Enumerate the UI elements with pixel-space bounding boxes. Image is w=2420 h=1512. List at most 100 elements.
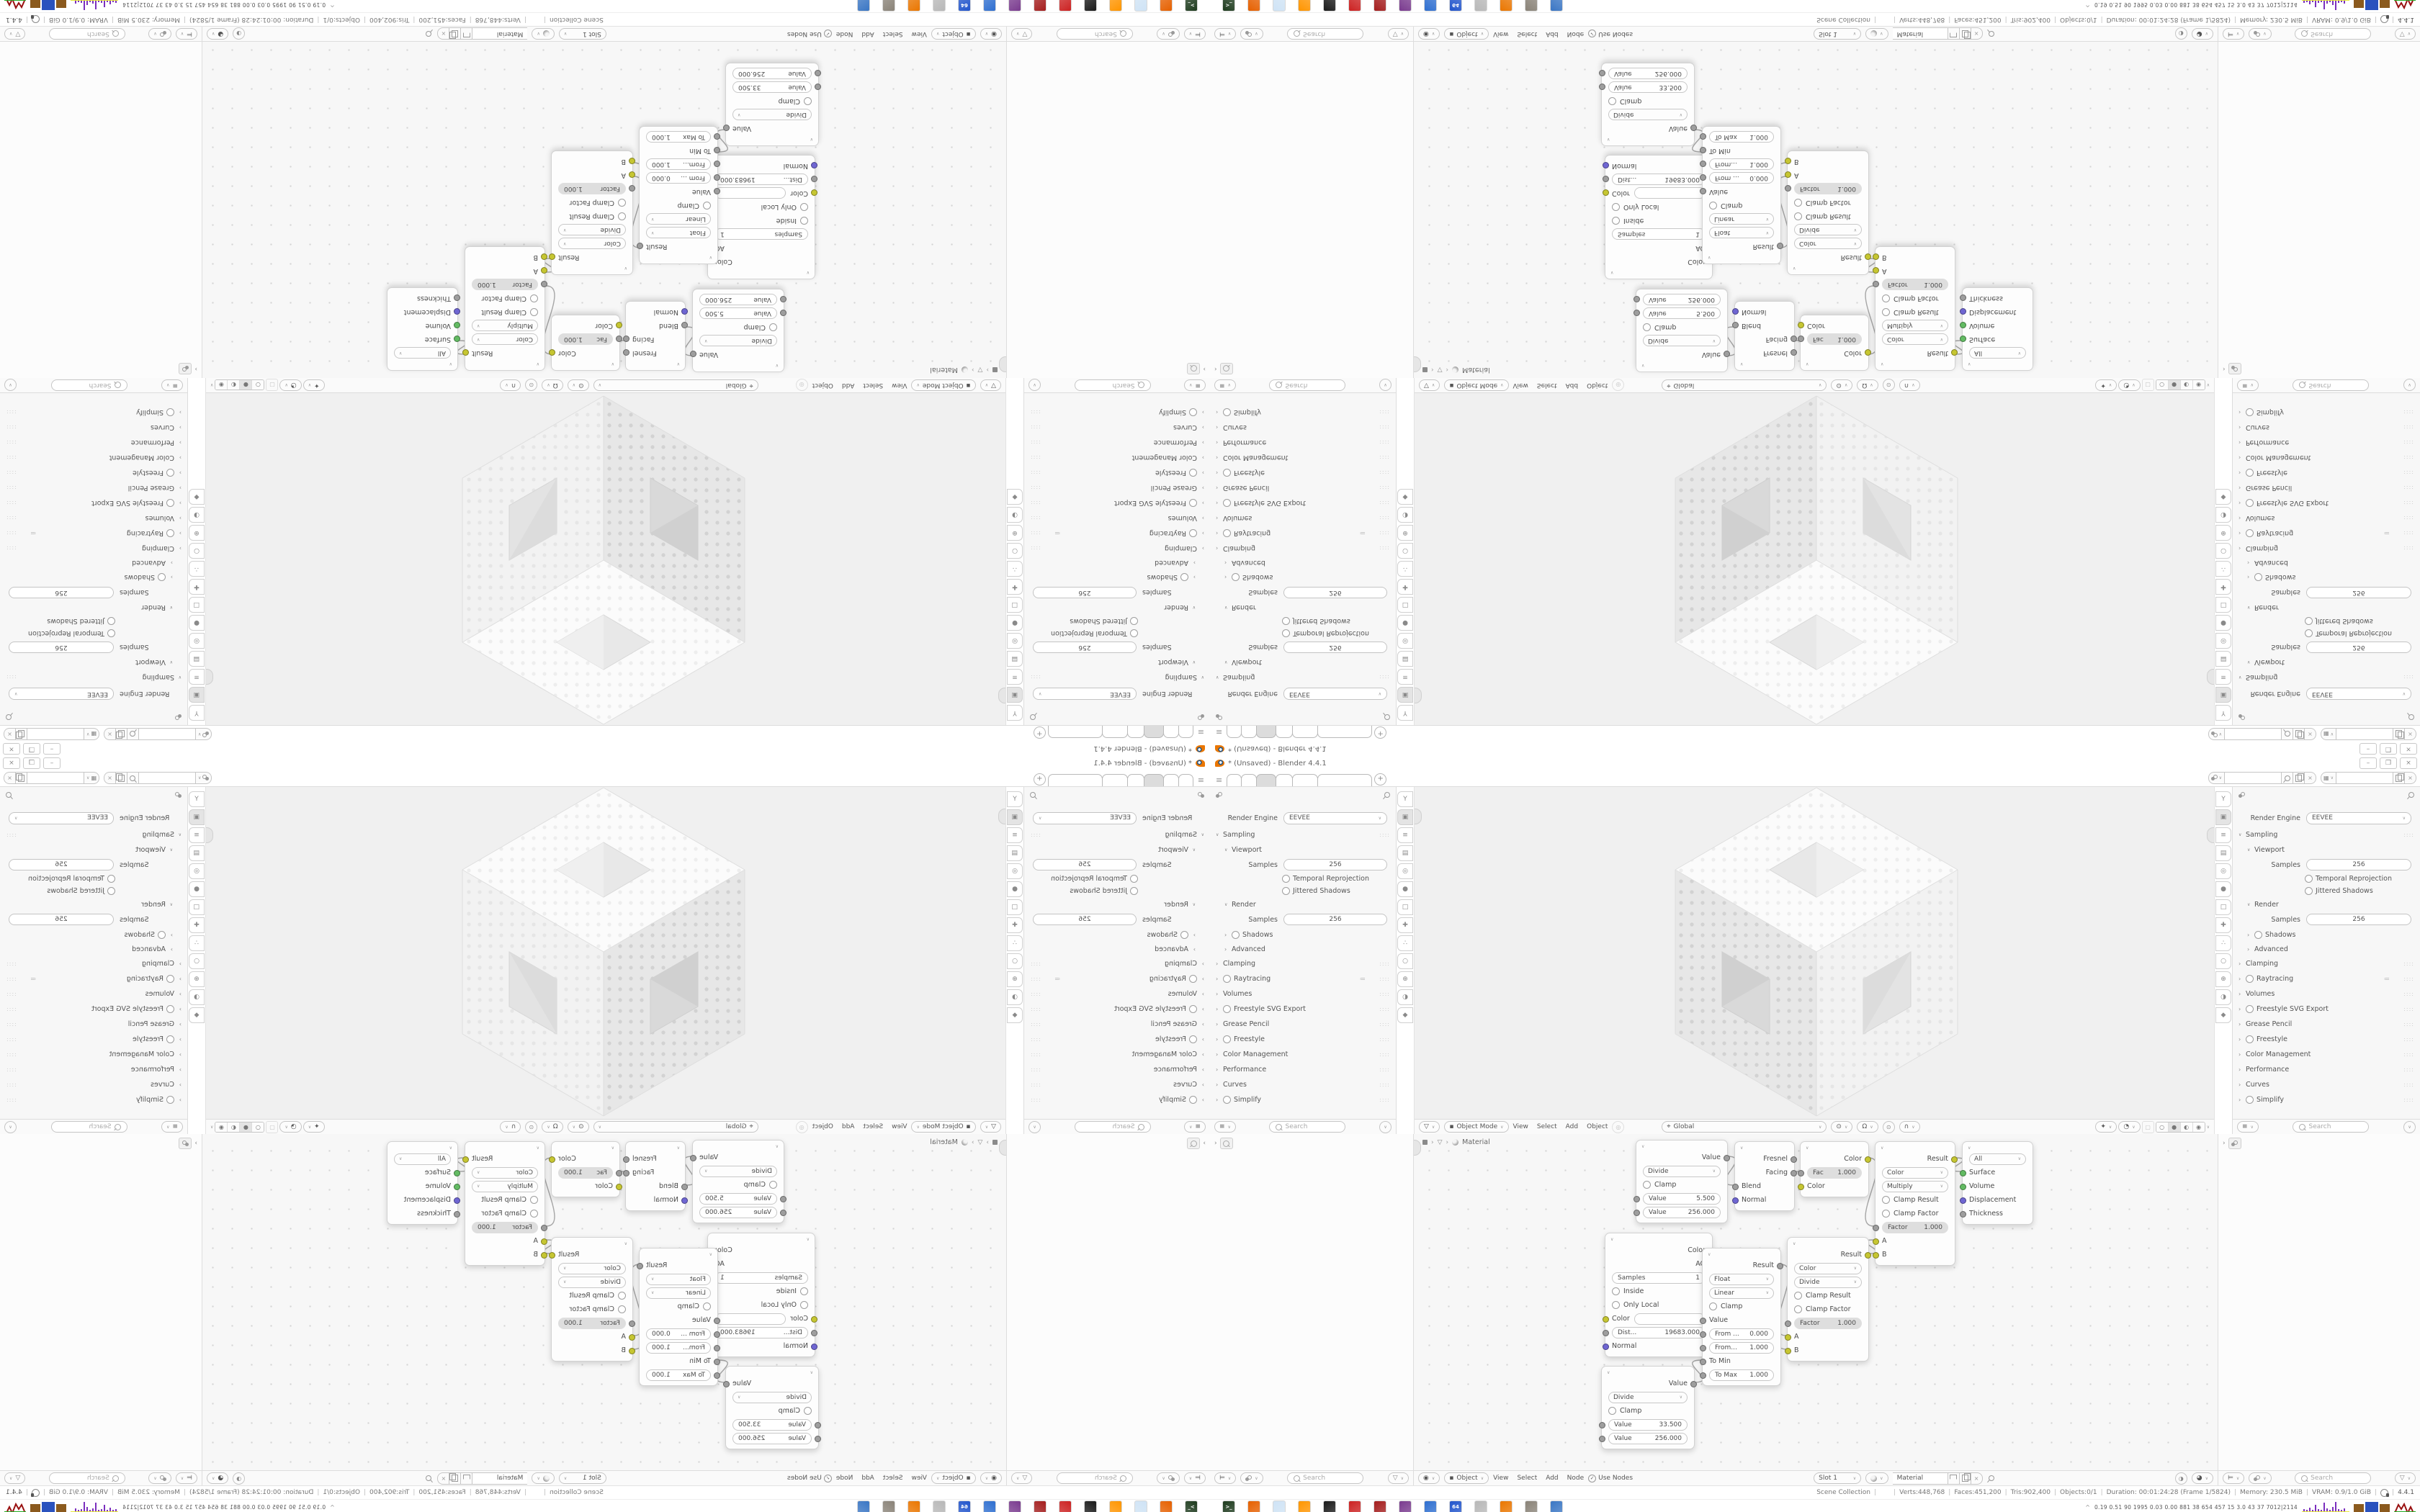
render-engine-dropdown[interactable]: EEVEE ∨ <box>1283 688 1387 701</box>
node-checkbox[interactable] <box>1882 1196 1890 1204</box>
output-socket[interactable] <box>1951 1156 1958 1163</box>
material-tab-icon[interactable]: ◆ <box>1397 1007 1413 1023</box>
value-slider[interactable]: 256 <box>1283 587 1387 598</box>
input-socket[interactable] <box>616 322 622 328</box>
unlink-icon[interactable]: × <box>437 27 449 40</box>
viewport-select-menu[interactable]: Select <box>1536 382 1557 389</box>
data-tab-icon[interactable]: ◑ <box>2215 989 2231 1005</box>
panel-section-color-management[interactable]: › Color Management:::: <box>6 454 182 462</box>
math-divide-bottom[interactable]: ∨ Value Divide ∨ Clamp Value 33.500 Value 256.00… <box>723 1366 821 1449</box>
physics-tab-icon[interactable]: ○ <box>2215 543 2231 559</box>
node-number-field[interactable]: Samples 1 <box>1612 228 1706 240</box>
xray-toggle[interactable]: ▢ <box>2141 1120 2154 1133</box>
input-socket[interactable] <box>454 1211 460 1218</box>
filter-button[interactable]: ▽ ∨ <box>1010 28 1033 40</box>
falloff-dropdown[interactable]: ∩ ∨ <box>500 1121 521 1133</box>
object-tab-icon[interactable]: □ <box>1397 597 1413 613</box>
pivot-button[interactable]: ◎ <box>795 1120 808 1133</box>
node-number-field[interactable]: Factor 1.000 <box>472 279 538 291</box>
workspace-tab-1[interactable] <box>1178 774 1193 786</box>
modifier-tab-icon[interactable]: ✚ <box>1007 917 1023 933</box>
panel-section-freestyle[interactable]: › Freestyle:::: <box>1216 1035 1390 1043</box>
copy-icon[interactable] <box>2293 772 2305 784</box>
snap-magnet-button[interactable]: Ω ∨ <box>1857 1121 1878 1133</box>
collapse-chevron-icon[interactable]: ∨ <box>676 1145 680 1151</box>
output-socket[interactable] <box>690 351 696 357</box>
object-tab-icon[interactable]: □ <box>189 899 205 915</box>
input-socket[interactable] <box>1873 281 1879 287</box>
panel-section-advanced[interactable]: › Advanced <box>2247 945 2288 953</box>
constraints-tab-icon[interactable]: ⊕ <box>2215 525 2231 541</box>
section-checkbox[interactable] <box>166 408 174 416</box>
modifier-tab-icon[interactable]: ✚ <box>189 579 205 595</box>
editor-type-button[interactable]: ≡ ∨ <box>2237 1121 2259 1133</box>
output-socket[interactable] <box>549 349 555 356</box>
input-socket[interactable] <box>811 1316 817 1323</box>
node-number-field[interactable]: Value 256.000 <box>1643 1206 1721 1218</box>
viewport-3d[interactable] <box>1415 393 2214 725</box>
sidebar-toggle[interactable] <box>2207 827 2214 843</box>
pin-icon[interactable] <box>1986 30 1996 38</box>
blender-app-taskbar-icon[interactable] <box>908 1500 920 1512</box>
viewport-object-menu[interactable]: Object <box>812 1123 833 1130</box>
value-slider[interactable]: 256 <box>2306 859 2411 870</box>
collapse-chevron-icon[interactable]: ∨ <box>449 361 452 367</box>
overlay-dropdown[interactable]: ◕ ∨ <box>207 28 229 40</box>
drag-handle[interactable]: :::: <box>1379 1066 1390 1073</box>
node-dropdown[interactable]: Divide ∨ <box>1794 1276 1862 1288</box>
shading-material-icon[interactable]: ◐ <box>2180 380 2193 390</box>
drag-handle[interactable]: :::: <box>6 1036 17 1043</box>
node-checkbox[interactable] <box>618 199 626 207</box>
shading-mode-switch[interactable]: ○ ● ◐ ◉ <box>2155 1121 2205 1133</box>
workspace-tab-6[interactable] <box>1047 726 1103 738</box>
material-tab-icon[interactable]: ◆ <box>189 489 205 505</box>
panel-section-curves[interactable]: › Curves:::: <box>2238 423 2414 431</box>
node-number-field[interactable]: Factor 1.000 <box>558 183 626 195</box>
display-mode-button[interactable]: ⊨ ∨ <box>1214 28 1237 40</box>
expand-icon[interactable]: › <box>194 365 197 372</box>
shader-type-dropdown[interactable]: ▪ Object ∨ <box>931 1472 976 1484</box>
input-socket[interactable] <box>1785 1334 1791 1341</box>
drag-handle[interactable]: :::: <box>1030 674 1041 680</box>
input-socket[interactable] <box>1960 1197 1966 1204</box>
node-dropdown[interactable]: Color ∨ <box>1794 1262 1862 1274</box>
panel-section-simplify[interactable]: › Simplify:::: <box>1216 1096 1390 1104</box>
panel-section-sampling[interactable]: ∨ Sampling:::: <box>6 673 182 681</box>
collapse-chevron-icon[interactable]: ∨ <box>709 255 712 261</box>
falloff-dropdown[interactable]: ∩ ∨ <box>500 379 521 391</box>
viewport-3d[interactable] <box>1415 787 2214 1119</box>
input-socket[interactable] <box>714 1331 720 1338</box>
panel-section-performance[interactable]: › Performance:::: <box>1030 438 1204 446</box>
panel-section-simplify[interactable]: › Simplify:::: <box>2238 1096 2414 1104</box>
search-input[interactable]: Search <box>1056 1472 1133 1484</box>
input-socket[interactable] <box>815 84 821 90</box>
scene-tab-icon[interactable]: ◎ <box>1397 633 1413 649</box>
output-tab-icon[interactable]: ≡ <box>1397 827 1413 843</box>
input-socket[interactable] <box>1873 253 1879 260</box>
map-range[interactable]: ∨ Result Float ∨ Linear ∨ Clamp Value From ... 0.… <box>637 126 720 264</box>
color-swatch[interactable] <box>714 187 786 199</box>
documents-taskbar-icon[interactable] <box>857 1500 870 1512</box>
particles-tab-icon[interactable]: ∴ <box>189 561 205 577</box>
hex-editor-taskbar-icon[interactable]: 64 <box>1449 1500 1462 1512</box>
node-number-field[interactable]: Value 256.000 <box>1608 68 1688 80</box>
input-socket[interactable] <box>1785 1348 1791 1354</box>
filter-type-button[interactable]: ∨ <box>1240 1472 1263 1484</box>
node-checkbox[interactable] <box>1608 97 1616 105</box>
panel-section-simplify[interactable]: › Simplify:::: <box>6 1096 182 1104</box>
workspace-tab-2[interactable] <box>1162 774 1179 786</box>
panel-section-performance[interactable]: › Performance:::: <box>1216 438 1390 446</box>
panel-section-raytracing[interactable]: › Raytracing ≔:::: <box>1030 975 1204 983</box>
value-slider[interactable]: 256 <box>1283 914 1387 925</box>
drag-handle[interactable]: :::: <box>2403 1036 2414 1043</box>
output-socket[interactable] <box>623 1156 629 1163</box>
panel-section-clamping[interactable]: › Clamping:::: <box>1216 544 1390 552</box>
input-socket[interactable] <box>1873 1252 1879 1259</box>
panel-section-simplify[interactable]: › Simplify:::: <box>1216 408 1390 416</box>
section-checkbox[interactable] <box>166 1035 174 1043</box>
panel-section-viewport[interactable]: ∨ Viewport <box>2247 658 2285 667</box>
viewport-3d[interactable] <box>206 787 1005 1119</box>
pin-icon[interactable] <box>2282 728 2294 740</box>
search-input[interactable]: Search <box>1269 379 1346 391</box>
shading-wireframe-icon[interactable]: ○ <box>251 1122 264 1132</box>
